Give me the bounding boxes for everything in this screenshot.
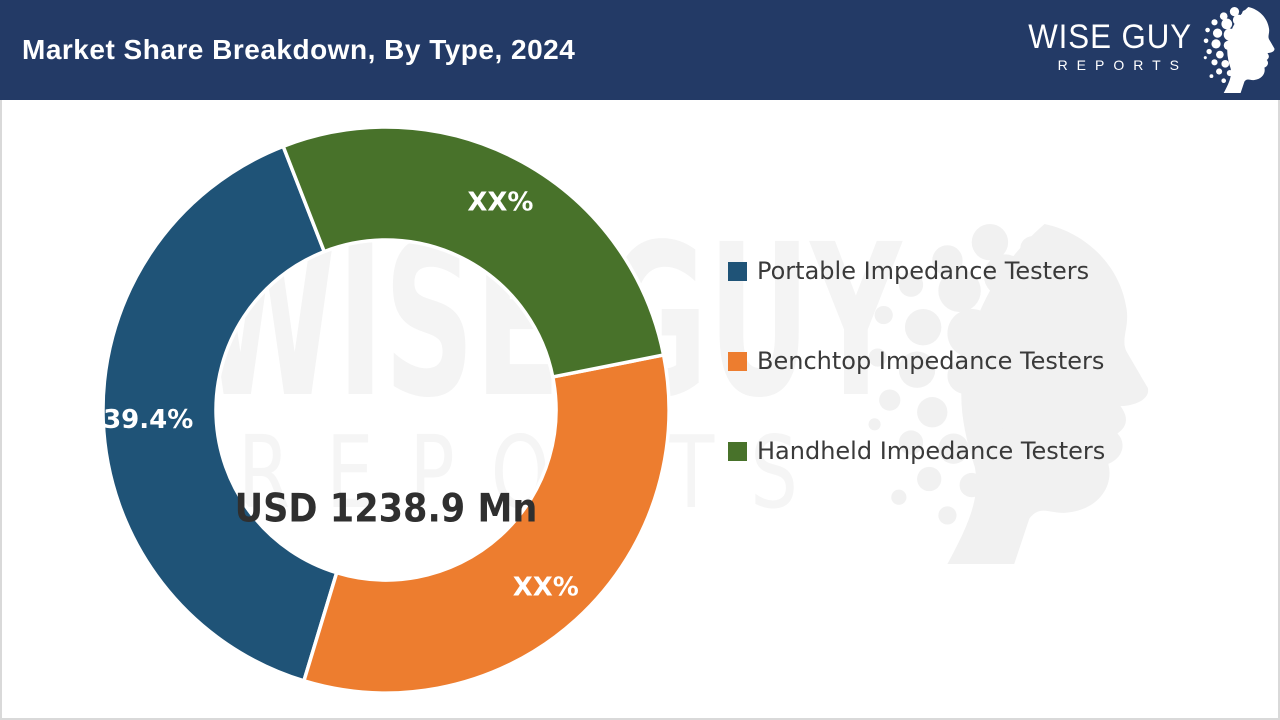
legend-swatch-icon [728,441,747,461]
wiseguy-face-logo-icon [1196,7,1276,93]
legend-swatch-icon [728,351,747,371]
donut-segment-0 [101,144,339,683]
legend-label: Portable Impedance Testers [757,257,1090,285]
legend-item-1: Benchtop Impedance Testers [728,346,1105,376]
watermark-subtext: REPORTS [238,414,834,531]
slice-value-label-2: XX% [467,187,533,217]
legend-label: Benchtop Impedance Testers [757,347,1105,375]
legend-item-2: Handheld Impedance Testers [728,436,1105,466]
donut-segment-1 [302,353,671,695]
legend-swatch-icon [728,261,747,281]
donut-center-value: USD 1238.9 Mn [234,486,538,532]
page-title: Market Share Breakdown, By Type, 2024 [22,34,576,65]
header-bar: Market Share Breakdown, By Type, 2024 WI… [0,0,1280,100]
legend-label: Handheld Impedance Testers [757,437,1106,465]
donut-chart-svg: 39.4% XX% XX% [101,125,671,695]
legend-item-0: Portable Impedance Testers [728,256,1105,286]
brand-subtext: REPORTS [1057,57,1188,73]
slice-value-label-0: 39.4% [103,405,193,435]
donut-segment-2 [281,125,666,379]
slice-value-label-1: XX% [513,572,579,602]
chart-legend: Portable Impedance Testers Benchtop Imped… [728,256,1105,466]
brand-wordmark: WISE GUY [1028,18,1192,56]
